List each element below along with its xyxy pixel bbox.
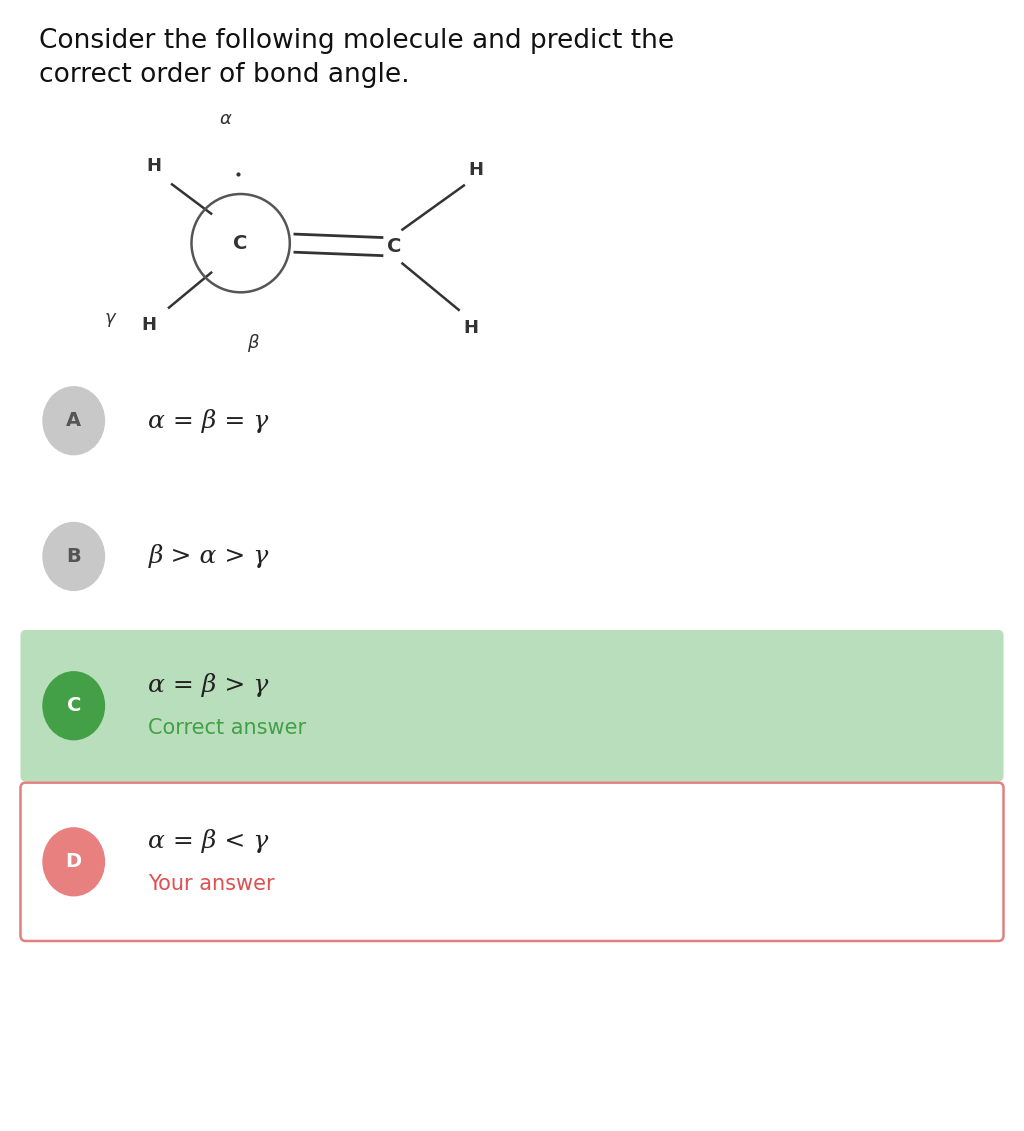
Circle shape: [43, 387, 104, 455]
Text: β: β: [247, 335, 259, 352]
Text: B: B: [67, 547, 81, 566]
Text: C: C: [67, 697, 81, 715]
Circle shape: [43, 523, 104, 590]
Text: β > α > γ: β > α > γ: [148, 544, 269, 569]
FancyBboxPatch shape: [20, 783, 1004, 941]
Text: H: H: [146, 157, 161, 175]
Text: α: α: [219, 110, 231, 128]
Text: α = β = γ: α = β = γ: [148, 408, 269, 433]
Circle shape: [43, 828, 104, 896]
FancyBboxPatch shape: [20, 630, 1004, 782]
Text: H: H: [141, 316, 156, 334]
Text: C: C: [233, 234, 248, 252]
Text: Your answer: Your answer: [148, 874, 275, 895]
Text: α = β > γ: α = β > γ: [148, 673, 269, 698]
Text: H: H: [469, 161, 483, 179]
Circle shape: [43, 672, 104, 740]
Text: γ: γ: [104, 309, 115, 327]
Text: C: C: [387, 238, 401, 256]
Text: correct order of bond angle.: correct order of bond angle.: [39, 62, 410, 88]
Text: α = β < γ: α = β < γ: [148, 829, 269, 854]
Text: Consider the following molecule and predict the: Consider the following molecule and pred…: [39, 28, 674, 54]
Text: A: A: [67, 412, 81, 430]
Text: D: D: [66, 853, 82, 871]
Text: H: H: [464, 319, 478, 337]
Text: Correct answer: Correct answer: [148, 718, 306, 739]
